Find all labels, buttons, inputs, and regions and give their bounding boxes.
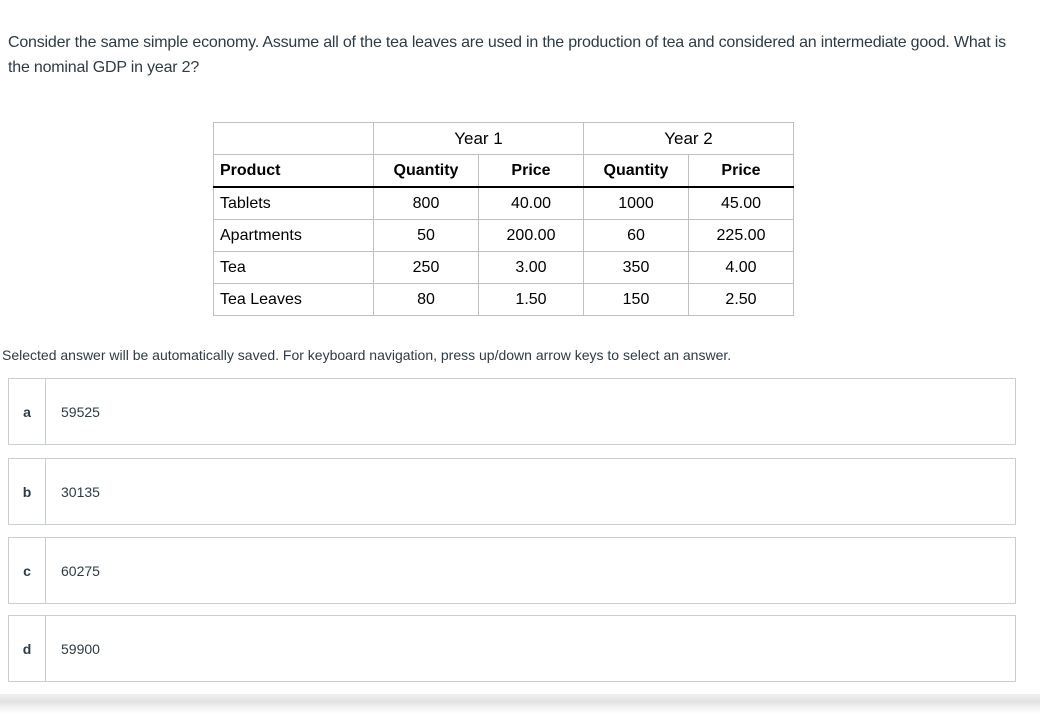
table-cell: 80	[373, 283, 479, 316]
product-name-cell: Tablets	[213, 186, 374, 220]
option-letter: d	[9, 616, 46, 681]
table-cell: 50	[373, 219, 479, 252]
table-cell: 250	[373, 251, 479, 284]
answer-option-c[interactable]: c 60275	[8, 537, 1016, 604]
option-letter: c	[9, 538, 46, 603]
answer-option-a[interactable]: a 59525	[8, 378, 1016, 445]
table-cell: 350	[583, 251, 689, 284]
table-cell: 3.00	[478, 251, 584, 284]
autosave-instruction: Selected answer will be automatically sa…	[2, 347, 732, 363]
table-cell: 40.00	[478, 186, 584, 220]
table-cell: 1.50	[478, 283, 584, 316]
product-name-cell: Apartments	[213, 219, 374, 252]
column-header-price-y1: Price	[478, 154, 584, 188]
table-cell: 1000	[583, 186, 689, 220]
option-text: 60275	[61, 562, 100, 579]
answer-option-d[interactable]: d 59900	[8, 615, 1016, 682]
table-row: Tea Leaves 80 1.50 150 2.50	[213, 283, 794, 316]
table-cell: 2.50	[688, 283, 794, 316]
product-name-cell: Tea	[213, 251, 374, 284]
option-text: 30135	[61, 483, 100, 500]
column-header-product: Product	[213, 154, 374, 188]
table-row: Tablets 800 40.00 1000 45.00	[213, 186, 794, 220]
table-cell: 4.00	[688, 251, 794, 284]
year1-header-cell: Year 1	[373, 122, 584, 155]
answer-option-b[interactable]: b 30135	[8, 458, 1016, 525]
table-cell: 150	[583, 283, 689, 316]
option-letter: a	[9, 379, 46, 444]
table-row: Apartments 50 200.00 60 225.00	[213, 219, 794, 252]
column-header-quantity-y1: Quantity	[373, 154, 479, 188]
table-cell: 200.00	[478, 219, 584, 252]
table-corner-cell	[213, 122, 374, 155]
table-cell: 225.00	[688, 219, 794, 252]
footer-gradient-bar	[0, 694, 1040, 714]
question-text: Consider the same simple economy. Assume…	[8, 34, 1006, 76]
table-cell: 800	[373, 186, 479, 220]
table-cell: 45.00	[688, 186, 794, 220]
table-cell: 60	[583, 219, 689, 252]
option-letter: b	[9, 459, 46, 524]
option-text: 59900	[61, 640, 100, 657]
table-row: Tea 250 3.00 350 4.00	[213, 251, 794, 284]
option-text: 59525	[61, 403, 100, 420]
product-name-cell: Tea Leaves	[213, 283, 374, 316]
economy-table: Year 1 Year 2 Product Quantity Price Qua…	[213, 122, 794, 316]
year2-header-cell: Year 2	[583, 122, 794, 155]
column-header-quantity-y2: Quantity	[583, 154, 689, 188]
column-header-price-y2: Price	[688, 154, 794, 188]
